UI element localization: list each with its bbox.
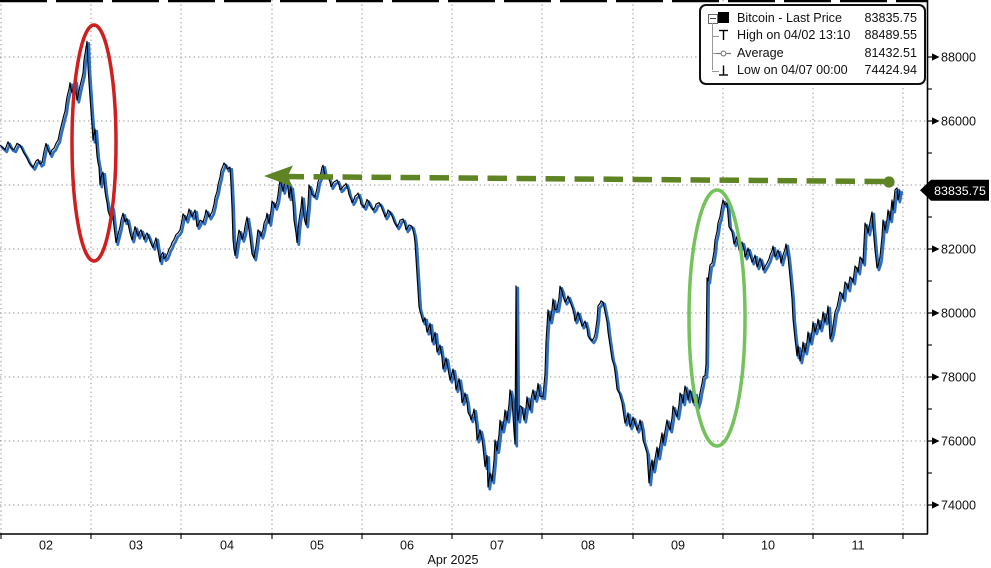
y-tick-arrow-icon (932, 245, 940, 253)
y-tick-arrow-icon (932, 117, 940, 125)
price-tag-label: 83835.75 (934, 184, 986, 198)
y-tick-label: 78000 (941, 370, 976, 384)
last-price-swatch-icon (704, 9, 737, 27)
legend-label: High on 04/02 13:10 (737, 28, 851, 43)
y-tick-label: 80000 (941, 306, 976, 320)
legend-row-average[interactable]: Average 81432.51 (704, 44, 917, 62)
last-price-dot (883, 176, 895, 188)
y-tick-arrow-icon (932, 309, 940, 317)
legend-row-low[interactable]: Low on 04/07 00:00 74424.94 (704, 62, 917, 80)
x-tick-label: 08 (581, 539, 595, 553)
y-tick-arrow-icon (932, 53, 940, 61)
legend-tree-stub (712, 70, 719, 72)
legend-collapse-icon[interactable] (708, 14, 718, 24)
chart-legend[interactable]: Bitcoin - Last Price 83835.75 High on 04… (699, 4, 926, 85)
price-line-shadow (0, 42, 904, 491)
red-ellipse-annotation (70, 23, 118, 263)
legend-value: 88489.55 (864, 28, 917, 43)
legend-value: 81432.51 (864, 45, 917, 60)
x-tick-label: 04 (220, 539, 234, 553)
trend-arrow (277, 173, 885, 185)
x-tick-label: 10 (761, 539, 775, 553)
trend-arrow-head-icon (264, 165, 293, 187)
legend-tree-stub (712, 53, 719, 54)
price-line (0, 40, 901, 488)
y-tick-label: 82000 (941, 242, 976, 256)
green-ellipse-annotation (687, 188, 747, 448)
y-tick-label: 86000 (941, 114, 976, 128)
y-tick-label: 76000 (941, 434, 976, 448)
x-tick-label: 02 (39, 539, 53, 553)
legend-tree-rail (712, 23, 713, 70)
legend-tree-stub (712, 35, 719, 37)
high-marker-icon (704, 27, 737, 45)
x-tick-label: 07 (490, 539, 504, 553)
legend-label: Bitcoin - Last Price (737, 10, 842, 25)
legend-row-high[interactable]: High on 04/02 13:10 88489.55 (704, 27, 917, 45)
legend-value: 74424.94 (864, 63, 917, 78)
x-axis-title: Apr 2025 (427, 553, 478, 567)
y-tick-arrow-icon (932, 373, 940, 381)
y-tick-arrow-icon (932, 437, 940, 445)
price-tag (920, 179, 989, 201)
legend-row-last-price[interactable]: Bitcoin - Last Price 83835.75 (704, 9, 917, 27)
y-tick-label: 88000 (941, 50, 976, 64)
x-tick-label: 06 (400, 539, 414, 553)
legend-value: 83835.75 (864, 10, 917, 25)
legend-label: Low on 04/07 00:00 (737, 63, 848, 78)
x-tick-label: 11 (851, 539, 864, 553)
low-marker-icon (704, 62, 737, 80)
y-tick-label: 74000 (941, 498, 976, 512)
x-tick-label: 05 (310, 539, 324, 553)
legend-label: Average (737, 45, 784, 60)
y-tick-arrow-icon (932, 501, 940, 509)
x-tick-label: 03 (129, 539, 143, 553)
x-tick-label: 09 (671, 539, 685, 553)
average-marker-icon (704, 44, 737, 62)
